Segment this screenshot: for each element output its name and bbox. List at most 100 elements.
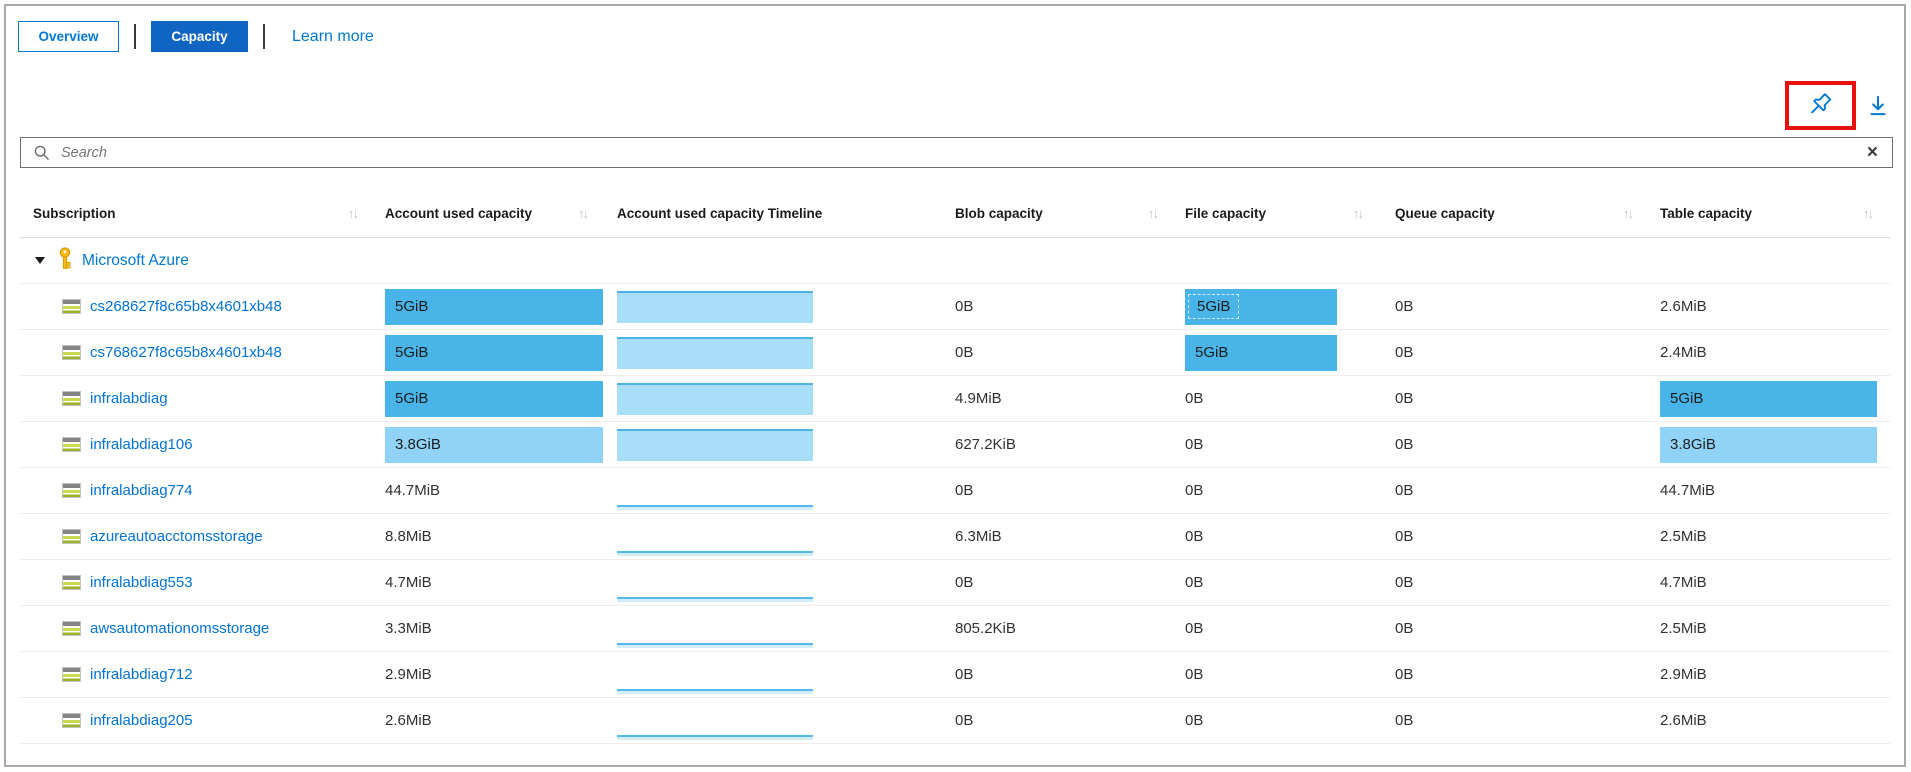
capacity-value: 8.8MiB bbox=[385, 528, 432, 545]
storage-account-link[interactable]: cs268627f8c65b8x4601xb48 bbox=[90, 298, 282, 315]
storage-account-icon bbox=[62, 621, 81, 636]
storage-account-icon bbox=[62, 713, 81, 728]
pivot-tabs: Overview Capacity Learn more bbox=[18, 21, 374, 52]
capacity-value: 2.6MiB bbox=[1660, 712, 1707, 729]
storage-account-link[interactable]: infralabdiag bbox=[90, 390, 168, 407]
capacity-value: 2.5MiB bbox=[1660, 528, 1707, 545]
table-row: awsautomationomsstorage 3.3MiB 805.2KiB 0B 0… bbox=[20, 606, 1890, 652]
storage-account-link[interactable]: infralabdiag553 bbox=[90, 574, 193, 591]
widget-frame bbox=[4, 4, 1906, 767]
capacity-value: 0B bbox=[1395, 344, 1414, 361]
pushpin-icon[interactable] bbox=[1806, 91, 1836, 121]
table-row: azureautoacctomsstorage 8.8MiB 6.3MiB 0B 0B 2… bbox=[20, 514, 1890, 560]
capacity-value: 2.6MiB bbox=[1660, 298, 1707, 315]
column-header-label: File capacity bbox=[1185, 206, 1267, 221]
learn-more-link[interactable]: Learn more bbox=[292, 27, 374, 45]
clear-search-icon[interactable]: × bbox=[1866, 142, 1878, 163]
subscription-group-row[interactable]: Microsoft Azure bbox=[20, 238, 1890, 284]
tab-separator bbox=[263, 24, 265, 49]
table-row: infralabdiag 5GiB 4.9MiB 0B 0B 5GiB bbox=[20, 376, 1890, 422]
capacity-timeline-sparkline bbox=[617, 521, 813, 553]
capacity-value: 0B bbox=[1185, 574, 1204, 591]
download-icon[interactable] bbox=[1862, 90, 1894, 122]
table-header: Subscription ↑↓ Account used capacity ↑↓ Acc… bbox=[20, 190, 1890, 238]
capacity-value: 44.7MiB bbox=[385, 482, 441, 499]
storage-account-link[interactable]: awsautomationomsstorage bbox=[90, 620, 270, 637]
table-row: cs768627f8c65b8x4601xb48 5GiB 0B 5GiB 0B 2.4M… bbox=[20, 330, 1890, 376]
column-header-label: Queue capacity bbox=[1395, 206, 1495, 221]
capacity-value: 0B bbox=[1185, 528, 1204, 545]
storage-account-link[interactable]: infralabdiag205 bbox=[90, 712, 193, 729]
storage-account-icon bbox=[62, 529, 81, 544]
capacity-value: 2.5MiB bbox=[1660, 620, 1707, 637]
table-body: cs268627f8c65b8x4601xb48 5GiB 0B 5GiB 0B 2.6M… bbox=[20, 284, 1890, 744]
capacity-bar-value: 3.8GiB bbox=[1670, 436, 1716, 453]
capacity-bar-value: 5GiB bbox=[1188, 294, 1240, 319]
capacity-value: 0B bbox=[1395, 666, 1414, 683]
sort-arrows-icon[interactable]: ↑↓ bbox=[1863, 206, 1874, 221]
column-header-blob-capacity[interactable]: Blob capacity ↑↓ bbox=[940, 206, 1175, 221]
capacity-bar-value: 5GiB bbox=[1670, 390, 1704, 407]
search-input[interactable] bbox=[51, 144, 1867, 161]
capacity-value: 805.2KiB bbox=[955, 620, 1016, 637]
storage-account-icon bbox=[62, 575, 81, 590]
capacity-value: 0B bbox=[1395, 528, 1414, 545]
sort-arrows-icon[interactable]: ↑↓ bbox=[1623, 206, 1634, 221]
tab-separator bbox=[134, 24, 136, 49]
sort-arrows-icon[interactable]: ↑↓ bbox=[1353, 206, 1364, 221]
capacity-bar: 5GiB bbox=[385, 334, 603, 371]
capacity-bar-value: 5GiB bbox=[395, 298, 429, 315]
capacity-value: 0B bbox=[1185, 712, 1204, 729]
capacity-bar-value: 5GiB bbox=[1195, 344, 1229, 361]
key-icon bbox=[57, 246, 73, 275]
tab-overview[interactable]: Overview bbox=[18, 21, 119, 52]
capacity-bar: 5GiB bbox=[1660, 380, 1877, 417]
collapse-caret-icon[interactable] bbox=[35, 257, 45, 264]
capacity-value: 0B bbox=[1185, 666, 1204, 683]
table-row: infralabdiag774 44.7MiB 0B 0B 0B 44.7MiB bbox=[20, 468, 1890, 514]
storage-account-icon bbox=[62, 299, 81, 314]
sort-arrows-icon[interactable]: ↑↓ bbox=[578, 206, 589, 221]
capacity-value: 0B bbox=[955, 574, 974, 591]
capacity-value: 0B bbox=[1185, 482, 1204, 499]
column-header-file-capacity[interactable]: File capacity ↑↓ bbox=[1175, 206, 1380, 221]
capacity-bar: 5GiB bbox=[385, 288, 603, 325]
column-header-label: Account used capacity bbox=[385, 206, 533, 221]
capacity-value: 4.7MiB bbox=[1660, 574, 1707, 591]
capacity-timeline-sparkline bbox=[617, 705, 813, 737]
table-row: infralabdiag553 4.7MiB 0B 0B 0B 4.7MiB bbox=[20, 560, 1890, 606]
storage-account-link[interactable]: azureautoacctomsstorage bbox=[90, 528, 263, 545]
pin-highlight-box bbox=[1785, 81, 1856, 130]
search-bar: × bbox=[20, 137, 1893, 168]
capacity-value: 0B bbox=[1395, 298, 1414, 315]
storage-account-icon bbox=[62, 483, 81, 498]
column-header-table-capacity[interactable]: Table capacity ↑↓ bbox=[1650, 206, 1890, 221]
column-header-label: Blob capacity bbox=[955, 206, 1043, 221]
sort-arrows-icon[interactable]: ↑↓ bbox=[1148, 206, 1159, 221]
capacity-bar: 5GiB bbox=[385, 380, 603, 417]
capacity-value: 0B bbox=[955, 482, 974, 499]
capacity-timeline-sparkline bbox=[617, 382, 813, 415]
capacity-timeline-sparkline bbox=[617, 290, 813, 323]
capacity-table: Subscription ↑↓ Account used capacity ↑↓ Acc… bbox=[20, 190, 1890, 744]
capacity-value: 0B bbox=[1395, 390, 1414, 407]
storage-account-icon bbox=[62, 667, 81, 682]
capacity-bar: 5GiB bbox=[1185, 288, 1337, 325]
search-icon bbox=[33, 144, 51, 162]
capacity-bar: 3.8GiB bbox=[385, 426, 603, 463]
sort-arrows-icon[interactable]: ↑↓ bbox=[348, 206, 359, 221]
storage-account-link[interactable]: infralabdiag106 bbox=[90, 436, 193, 453]
column-header-subscription[interactable]: Subscription ↑↓ bbox=[20, 206, 375, 221]
storage-account-link[interactable]: cs768627f8c65b8x4601xb48 bbox=[90, 344, 282, 361]
storage-account-link[interactable]: infralabdiag712 bbox=[90, 666, 193, 683]
column-header-label: Subscription bbox=[33, 206, 116, 221]
capacity-bar-value: 3.8GiB bbox=[395, 436, 441, 453]
tab-capacity[interactable]: Capacity bbox=[151, 21, 248, 52]
capacity-timeline-sparkline bbox=[617, 336, 813, 369]
capacity-value: 0B bbox=[1395, 712, 1414, 729]
capacity-value: 2.9MiB bbox=[385, 666, 432, 683]
storage-account-link[interactable]: infralabdiag774 bbox=[90, 482, 193, 499]
subscription-group-label[interactable]: Microsoft Azure bbox=[82, 251, 189, 269]
column-header-queue-capacity[interactable]: Queue capacity ↑↓ bbox=[1380, 206, 1650, 221]
column-header-account-used-capacity[interactable]: Account used capacity ↑↓ bbox=[375, 206, 605, 221]
